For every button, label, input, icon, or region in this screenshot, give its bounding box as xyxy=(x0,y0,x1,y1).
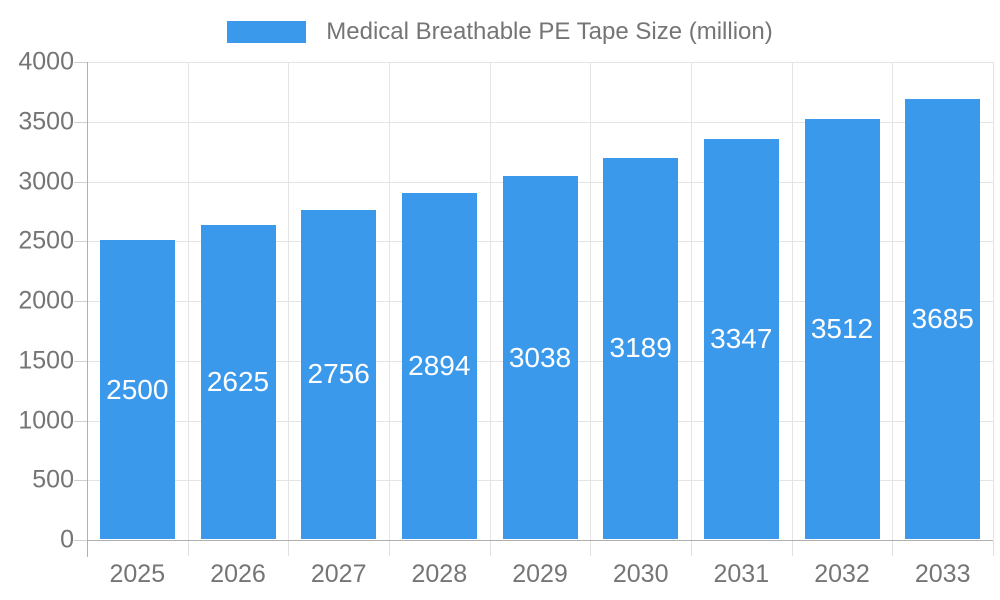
bar-value-label: 3347 xyxy=(710,323,773,354)
x-axis-tick xyxy=(489,541,491,556)
bar[interactable]: 3512 xyxy=(804,119,880,539)
x-axis-tick-label: 2027 xyxy=(310,560,367,588)
x-axis-tick xyxy=(892,541,894,556)
bar[interactable]: 3685 xyxy=(905,98,981,539)
y-axis-tick-label: 4000 xyxy=(18,47,74,76)
x-axis-tick-label: 2031 xyxy=(713,560,770,588)
y-axis-tick-label: 1000 xyxy=(18,406,74,434)
v-gridline xyxy=(791,62,793,540)
x-axis-tick xyxy=(993,541,994,556)
bar[interactable]: 3189 xyxy=(603,157,679,539)
y-axis-tick-label: 500 xyxy=(32,465,74,494)
y-axis-tick xyxy=(74,62,87,63)
bar-value-label: 2894 xyxy=(408,350,471,382)
x-axis-tick-label: 2032 xyxy=(814,560,870,588)
bar[interactable]: 2500 xyxy=(99,240,175,539)
x-axis-tick-label: 2028 xyxy=(411,560,468,588)
x-axis-tick xyxy=(187,541,189,556)
x-axis-tick-label: 2025 xyxy=(109,560,166,588)
y-axis-tick-label: 2000 xyxy=(18,286,74,315)
x-axis-tick-label: 2030 xyxy=(612,560,669,588)
bar-value-label: 3038 xyxy=(508,341,572,373)
bar[interactable]: 2625 xyxy=(200,225,276,539)
h-gridline xyxy=(87,121,993,123)
bar-value-label: 3685 xyxy=(911,302,974,334)
y-axis-tick-label: 2500 xyxy=(18,226,74,255)
y-axis-labels: 0 500 1000 1500 2000 2500 3000 3500 4000 xyxy=(0,49,74,552)
v-gridline xyxy=(691,62,692,540)
bar-value-label: 2500 xyxy=(106,373,169,405)
v-gridline xyxy=(288,62,290,540)
y-axis-tick xyxy=(74,301,87,302)
v-gridline xyxy=(187,62,189,540)
v-gridline xyxy=(590,62,592,540)
plot-area: 2500 2625 2756 2894 3038 3189 3347 3512 3685 xyxy=(74,62,994,557)
x-axis-tick-label: 2026 xyxy=(210,560,266,588)
x-axis-tick xyxy=(288,541,290,556)
y-axis-tick-label: 3500 xyxy=(18,107,74,136)
y-axis-tick xyxy=(74,121,87,123)
x-axis-tick xyxy=(590,541,592,556)
bar-value-label: 2756 xyxy=(307,358,370,390)
y-axis-tick-label: 1500 xyxy=(18,346,74,375)
v-gridline xyxy=(993,62,994,540)
x-axis-line xyxy=(87,540,993,541)
bar[interactable]: 2894 xyxy=(401,193,477,539)
v-gridline xyxy=(389,62,390,540)
chart-legend[interactable]: Medical Breathable PE Tape Size (million… xyxy=(0,20,1000,44)
x-axis-tick-label: 2029 xyxy=(512,560,568,588)
x-axis-labels: 2025 2026 2027 2028 2029 2030 2031 2032 2033 xyxy=(87,562,993,592)
y-axis-tick xyxy=(74,420,87,422)
bar[interactable]: 3347 xyxy=(703,139,779,539)
legend-label: Medical Breathable PE Tape Size (million… xyxy=(326,18,773,45)
v-gridline xyxy=(489,62,491,540)
y-axis-tick-label: 3000 xyxy=(18,167,74,195)
y-axis-tick xyxy=(74,360,87,362)
y-axis-tick xyxy=(74,540,87,541)
v-gridline xyxy=(892,62,894,540)
legend-swatch xyxy=(227,21,307,43)
bar[interactable]: 2756 xyxy=(301,209,377,539)
x-axis-tick xyxy=(389,541,390,556)
y-axis-tick xyxy=(74,241,87,243)
bar-value-label: 3189 xyxy=(609,332,672,364)
x-axis-tick-label: 2033 xyxy=(914,560,971,588)
x-axis-tick xyxy=(691,541,692,556)
h-gridline xyxy=(87,62,993,63)
bar-value-label: 3512 xyxy=(810,313,874,345)
bar[interactable]: 3038 xyxy=(502,176,578,539)
y-axis-tick xyxy=(74,480,87,482)
bar-value-label: 2625 xyxy=(206,366,270,398)
y-axis-line xyxy=(87,62,88,557)
x-axis-tick xyxy=(791,541,793,556)
y-axis-tick xyxy=(74,181,87,183)
y-axis-tick-label: 0 xyxy=(60,525,74,554)
